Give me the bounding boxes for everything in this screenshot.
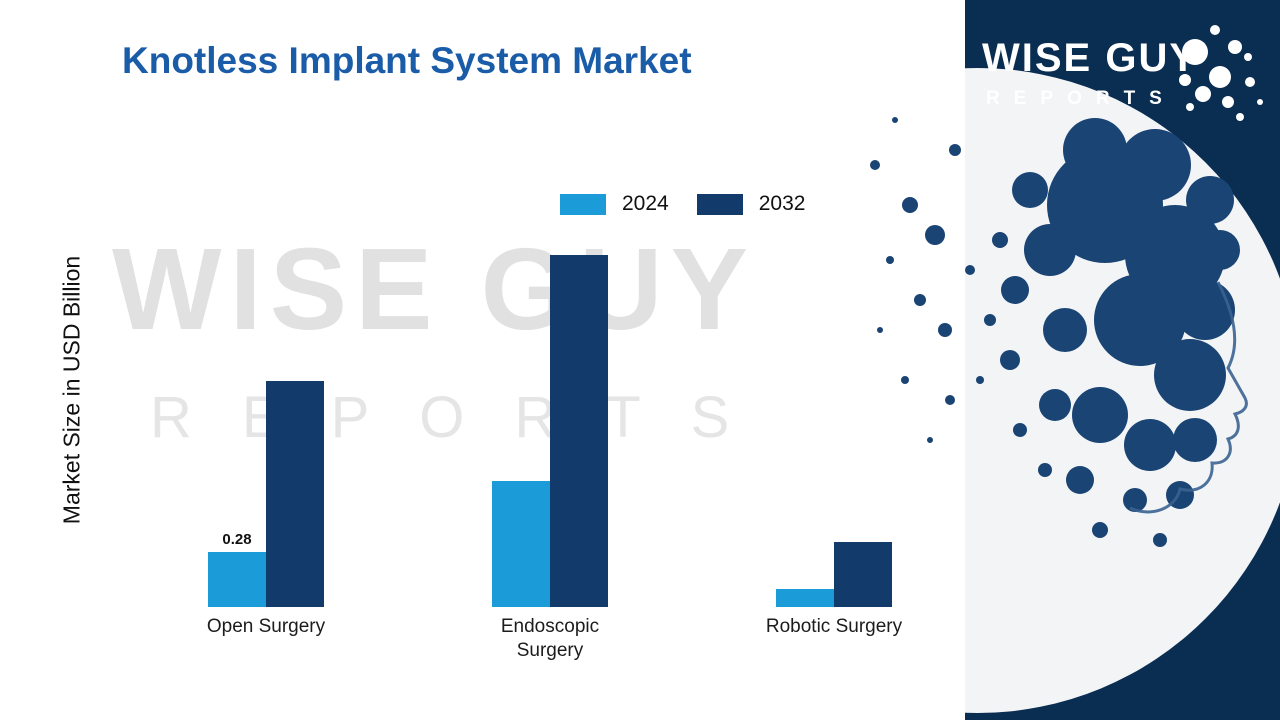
bar-value-label-open-surgery: 0.28 bbox=[222, 531, 252, 548]
legend-swatch-2032 bbox=[696, 193, 743, 215]
legend-swatch-2024 bbox=[560, 193, 606, 215]
bar-wrap-2024-robotic-surgery bbox=[776, 589, 834, 607]
category-label-endoscopic-surgery: Endoscopic Surgery bbox=[500, 616, 600, 661]
bar-group-robotic-surgery: Robotic Surgery bbox=[766, 185, 902, 637]
bar-wrap-2024-open-surgery: 0.28 bbox=[208, 531, 266, 607]
page-title: Knotless Implant System Market bbox=[122, 40, 692, 81]
bar-wrap-2032-open-surgery bbox=[266, 381, 324, 607]
bar-wrap-2032-endoscopic-surgery bbox=[550, 255, 608, 607]
legend-label-2032: 2032 bbox=[758, 192, 806, 215]
watermark-wordmark: WISE GUY bbox=[112, 224, 757, 354]
bar-wrap-2024-endoscopic-surgery bbox=[492, 481, 550, 607]
legend-item-2032: 2032 bbox=[696, 192, 806, 216]
bar-2032-open-surgery bbox=[266, 381, 324, 607]
legend-label-2024: 2024 bbox=[622, 192, 669, 215]
bar-2032-robotic-surgery bbox=[834, 542, 892, 607]
bar-2024-open-surgery bbox=[208, 552, 266, 607]
legend-item-2024: 2024 bbox=[560, 192, 669, 216]
category-label-open-surgery: Open Surgery bbox=[206, 616, 326, 637]
category-label-robotic-surgery: Robotic Surgery bbox=[765, 616, 903, 637]
y-axis-label: Market Size in USD Billion bbox=[58, 255, 85, 525]
bar-2032-endoscopic-surgery bbox=[550, 255, 608, 607]
watermark-subtitle: REPORTS bbox=[150, 385, 780, 450]
bar-wrap-2032-robotic-surgery bbox=[834, 542, 892, 607]
brand-band-circle bbox=[965, 68, 1280, 713]
bar-group-endoscopic-surgery: Endoscopic Surgery bbox=[492, 185, 608, 661]
logo-subtitle: REPORTS bbox=[986, 88, 1176, 109]
legend: 2024 2032 bbox=[560, 192, 805, 216]
plot-area: 0.28 Open Surgery Endoscopic Surgery Roboti… bbox=[150, 185, 950, 661]
bar-group-open-surgery: 0.28 Open Surgery bbox=[207, 185, 325, 637]
bar-2024-endoscopic-surgery bbox=[492, 481, 550, 607]
bar-2024-robotic-surgery bbox=[776, 589, 834, 607]
logo-wordmark: WISE GUY bbox=[982, 36, 1199, 80]
